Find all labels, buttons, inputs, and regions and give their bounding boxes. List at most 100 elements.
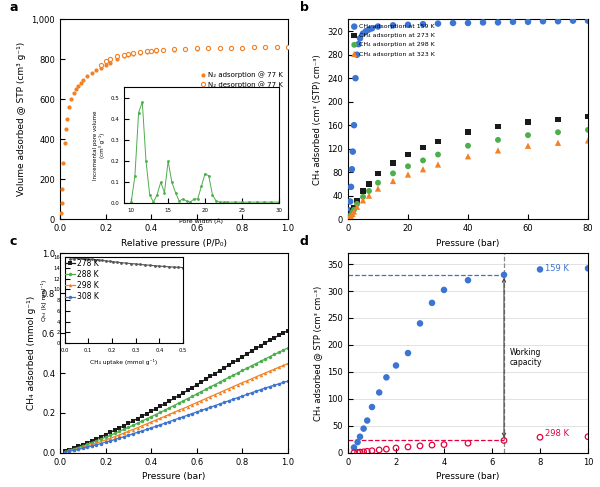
- Point: [463, 276, 473, 284]
- Legend: N₂ adsorption @ 77 K, N₂ desorption @ 77 K: N₂ adsorption @ 77 K, N₂ desorption @ 77…: [199, 70, 284, 89]
- Text: b: b: [300, 1, 309, 15]
- CH₄ adsorption at 159 K: [463, 19, 473, 27]
- CH₄ adsorption at 323 K: [344, 215, 354, 223]
- CH₄ adsorption at 323 K: [346, 212, 356, 220]
- N₂ desorption @ 77 K: [148, 48, 155, 54]
- CH₄ adsorption at 298 K: [349, 206, 359, 214]
- 288 K: [275, 349, 283, 355]
- 308 K: [170, 417, 178, 423]
- 288 K: [179, 398, 187, 404]
- Point: [382, 374, 391, 381]
- 298 K: [97, 439, 104, 445]
- CH₄ adsorption at 159 K: [568, 17, 578, 24]
- Text: c: c: [10, 235, 17, 248]
- CH₄ adsorption at 159 K: [344, 206, 354, 214]
- 278 K: [139, 413, 146, 419]
- 288 K: [61, 449, 68, 455]
- 308 K: [207, 404, 214, 410]
- Point: [391, 444, 401, 452]
- 308 K: [179, 414, 187, 420]
- 298 K: [271, 366, 278, 372]
- Legend: CH₄ adsorption at 159 K, CH₄ adsorption at 273 K, CH₄ adsorption at 298 K, CH₄ a: CH₄ adsorption at 159 K, CH₄ adsorption …: [351, 22, 436, 58]
- N₂ adsorption @ 77 K: [65, 104, 73, 110]
- 278 K: [152, 406, 160, 412]
- X-axis label: Pressure (bar): Pressure (bar): [142, 472, 206, 481]
- 308 K: [266, 384, 274, 390]
- N₂ adsorption @ 77 K: [239, 45, 246, 51]
- N₂ desorption @ 77 K: [284, 44, 292, 50]
- N₂ adsorption @ 77 K: [262, 44, 269, 50]
- CH₄ adsorption at 159 K: [523, 18, 533, 26]
- N₂ desorption @ 77 K: [193, 45, 200, 51]
- CH₄ adsorption at 159 K: [352, 51, 362, 58]
- N₂ adsorption @ 77 K: [77, 80, 84, 86]
- 288 K: [225, 375, 232, 380]
- 308 K: [275, 381, 283, 387]
- CH₄ adsorption at 323 K: [403, 170, 413, 178]
- 298 K: [70, 447, 77, 452]
- CH₄ adsorption at 298 K: [346, 211, 356, 219]
- 308 K: [244, 392, 251, 397]
- Legend: 278 K, 288 K, 298 K, 308 K: 278 K, 288 K, 298 K, 308 K: [64, 257, 100, 303]
- Point: [374, 389, 384, 396]
- Point: [355, 448, 365, 456]
- Point: [535, 265, 545, 273]
- 308 K: [188, 411, 196, 416]
- CH₄ adsorption at 159 K: [493, 19, 503, 26]
- 298 K: [280, 362, 287, 368]
- 288 K: [257, 358, 264, 364]
- 288 K: [84, 441, 91, 447]
- 308 K: [230, 396, 237, 402]
- 288 K: [65, 448, 73, 453]
- 308 K: [111, 437, 118, 443]
- 278 K: [97, 434, 104, 440]
- 278 K: [207, 374, 214, 379]
- 278 K: [266, 337, 274, 343]
- 288 K: [248, 363, 255, 369]
- Text: 298 K: 298 K: [545, 429, 569, 438]
- 278 K: [120, 423, 127, 429]
- Point: [583, 433, 593, 441]
- CH₄ adsorption at 298 K: [493, 136, 503, 144]
- CH₄ adsorption at 159 K: [355, 35, 365, 42]
- Point: [583, 264, 593, 272]
- CH₄ adsorption at 273 K: [418, 144, 428, 151]
- 278 K: [116, 425, 123, 431]
- 298 K: [262, 370, 269, 376]
- 298 K: [170, 410, 178, 415]
- N₂ desorption @ 77 K: [136, 49, 143, 55]
- CH₄ adsorption at 159 K: [367, 24, 377, 32]
- 288 K: [125, 425, 132, 431]
- N₂ desorption @ 77 K: [130, 50, 137, 56]
- N₂ adsorption @ 77 K: [97, 65, 104, 71]
- CH₄ adsorption at 159 K: [553, 18, 563, 25]
- N₂ adsorption @ 77 K: [227, 45, 235, 51]
- CH₄ adsorption at 273 K: [553, 115, 563, 123]
- Point: [499, 271, 509, 279]
- N₂ adsorption @ 77 K: [120, 54, 127, 59]
- 278 K: [125, 420, 132, 426]
- 288 K: [130, 422, 137, 428]
- 278 K: [184, 388, 191, 393]
- 308 K: [130, 431, 137, 437]
- 278 K: [271, 335, 278, 341]
- 278 K: [111, 427, 118, 433]
- 298 K: [253, 374, 260, 380]
- 308 K: [253, 388, 260, 394]
- Point: [439, 441, 449, 449]
- 288 K: [134, 420, 141, 426]
- CH₄ adsorption at 273 K: [344, 214, 354, 222]
- 298 K: [74, 446, 82, 451]
- N₂ desorption @ 77 K: [205, 45, 212, 51]
- 298 K: [79, 445, 86, 450]
- 278 K: [188, 385, 196, 391]
- N₂ adsorption @ 77 K: [59, 186, 66, 192]
- 288 K: [280, 347, 287, 353]
- 298 K: [184, 404, 191, 410]
- 278 K: [179, 390, 187, 396]
- N₂ adsorption @ 77 K: [170, 47, 178, 53]
- N₂ desorption @ 77 K: [262, 44, 269, 50]
- 278 K: [193, 382, 200, 388]
- 278 K: [239, 354, 246, 360]
- N₂ desorption @ 77 K: [143, 48, 150, 54]
